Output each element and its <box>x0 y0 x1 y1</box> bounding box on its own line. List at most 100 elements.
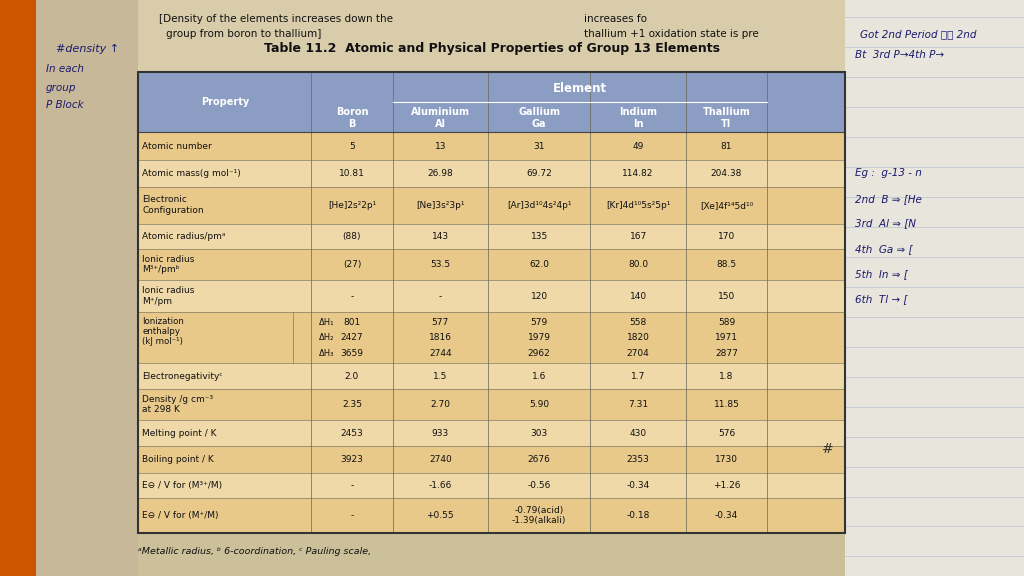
Point <box>839 245 851 252</box>
Bar <box>138 0 845 576</box>
Point <box>585 529 597 536</box>
Point <box>132 494 144 501</box>
Point <box>839 194 851 200</box>
Point <box>1018 433 1024 440</box>
Text: (27): (27) <box>343 260 361 269</box>
Bar <box>138 160 845 187</box>
Bar <box>138 72 845 533</box>
Text: 31: 31 <box>534 142 545 150</box>
Point <box>839 156 851 163</box>
Text: Density /g cm⁻³
at 298 K: Density /g cm⁻³ at 298 K <box>142 395 213 414</box>
Text: 150: 150 <box>718 291 735 301</box>
Text: 204.38: 204.38 <box>711 169 742 177</box>
Text: +1.26: +1.26 <box>713 481 740 490</box>
Text: 933: 933 <box>432 429 449 438</box>
Point <box>839 416 851 423</box>
Point <box>839 220 851 227</box>
Text: 2676: 2676 <box>527 455 551 464</box>
Point <box>305 529 317 536</box>
Text: 114.82: 114.82 <box>623 169 653 177</box>
Point <box>132 220 144 227</box>
Point <box>839 463 851 470</box>
Text: increases fo: increases fo <box>584 14 647 24</box>
Bar <box>138 72 845 132</box>
Point <box>1018 164 1024 170</box>
Text: 1730: 1730 <box>715 455 738 464</box>
Point <box>839 253 851 260</box>
Text: #: # <box>821 442 834 456</box>
Point <box>839 283 851 290</box>
Text: 2.35: 2.35 <box>342 400 361 409</box>
Point <box>287 360 299 367</box>
Text: P Block: P Block <box>46 100 84 110</box>
Text: Electronegativityᶜ: Electronegativityᶜ <box>142 372 223 381</box>
Point <box>132 308 144 315</box>
Text: 2877: 2877 <box>715 348 738 358</box>
Point <box>680 529 692 536</box>
Point <box>1018 463 1024 470</box>
Text: 26.98: 26.98 <box>427 169 454 177</box>
Text: #density ↑: #density ↑ <box>56 44 120 54</box>
Text: 6th  Tl → [: 6th Tl → [ <box>855 294 907 305</box>
Text: 303: 303 <box>530 429 548 438</box>
Point <box>585 69 597 75</box>
Text: Melting point / K: Melting point / K <box>142 429 217 438</box>
Text: E⊖ / V for (M⁺/M): E⊖ / V for (M⁺/M) <box>142 511 219 520</box>
Text: 1816: 1816 <box>429 333 452 342</box>
Text: 1.7: 1.7 <box>631 372 645 381</box>
Point <box>1018 223 1024 230</box>
Bar <box>138 132 845 160</box>
Text: 13: 13 <box>434 142 446 150</box>
Text: 135: 135 <box>530 232 548 241</box>
Point <box>839 308 851 315</box>
Point <box>839 469 851 476</box>
Point <box>839 44 851 51</box>
Text: Table 11.2  Atomic and Physical Properties of Group 13 Elements: Table 11.2 Atomic and Physical Propertie… <box>263 43 720 55</box>
Text: thallium +1 oxidation state is pre: thallium +1 oxidation state is pre <box>584 29 759 39</box>
Text: ΔH₃: ΔH₃ <box>318 348 334 358</box>
Point <box>305 69 317 75</box>
Text: 2453: 2453 <box>341 429 364 438</box>
Point <box>839 360 851 367</box>
Point <box>1018 553 1024 560</box>
Point <box>839 494 851 501</box>
Text: 1820: 1820 <box>627 333 649 342</box>
Text: 2nd  B ⇒ [He: 2nd B ⇒ [He <box>855 194 922 204</box>
Text: -: - <box>438 291 442 301</box>
Text: 5th  In ⇒ [: 5th In ⇒ [ <box>855 269 908 279</box>
Bar <box>138 472 845 498</box>
Text: ᵃMetallic radius, ᵇ 6-coordination, ᶜ Pauling scale,: ᵃMetallic radius, ᵇ 6-coordination, ᶜ Pa… <box>138 547 372 556</box>
Text: [Xe]4f¹⁴5d¹⁰: [Xe]4f¹⁴5d¹⁰ <box>699 200 753 210</box>
Point <box>132 469 144 476</box>
Text: [Ar]3d¹⁰4s²4p¹: [Ar]3d¹⁰4s²4p¹ <box>507 200 571 210</box>
Point <box>839 529 851 536</box>
Point <box>482 69 495 75</box>
Bar <box>138 187 845 223</box>
Bar <box>138 389 845 420</box>
Point <box>132 529 144 536</box>
Bar <box>138 446 845 472</box>
Point <box>132 443 144 450</box>
Point <box>761 69 773 75</box>
Text: 1.8: 1.8 <box>719 372 733 381</box>
Text: 80.0: 80.0 <box>628 260 648 269</box>
Text: 579: 579 <box>530 318 548 327</box>
Text: 88.5: 88.5 <box>717 260 736 269</box>
Bar <box>138 312 845 363</box>
Point <box>1018 253 1024 260</box>
Point <box>839 14 851 21</box>
Point <box>839 129 851 136</box>
Text: 49: 49 <box>633 142 644 150</box>
Point <box>839 343 851 350</box>
Bar <box>138 223 845 249</box>
Text: Electronic
Configuration: Electronic Configuration <box>142 195 204 215</box>
Bar <box>138 249 845 281</box>
Point <box>132 156 144 163</box>
Text: group from boron to thallium]: group from boron to thallium] <box>166 29 322 39</box>
Text: 2740: 2740 <box>429 455 452 464</box>
Text: Ionic radius
M⁺/pm: Ionic radius M⁺/pm <box>142 286 195 306</box>
Point <box>839 183 851 190</box>
Text: Atomic mass(g mol⁻¹): Atomic mass(g mol⁻¹) <box>142 169 241 177</box>
Point <box>1018 14 1024 21</box>
Point <box>386 529 398 536</box>
